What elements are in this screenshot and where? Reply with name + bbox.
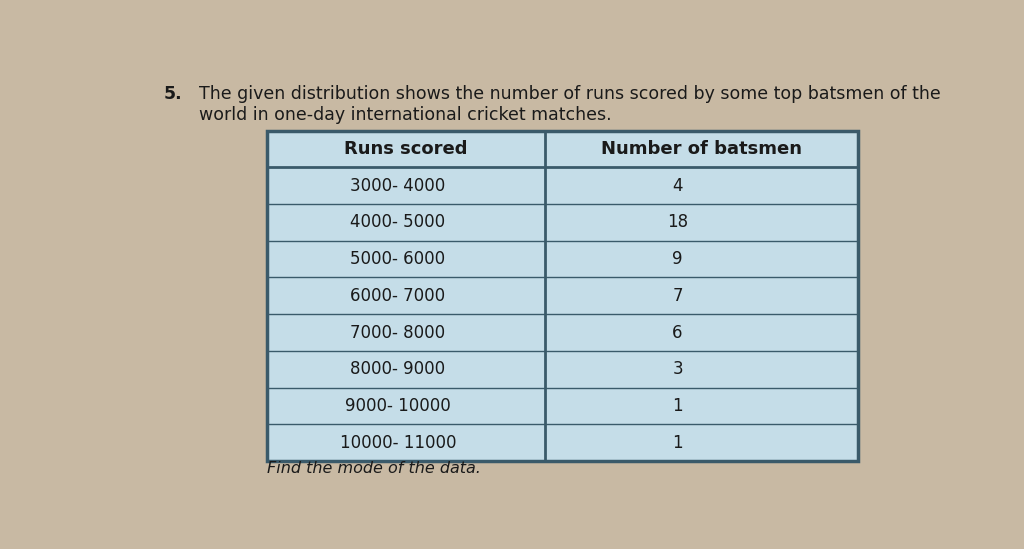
Text: 18: 18	[667, 214, 688, 231]
Text: Number of batsmen: Number of batsmen	[601, 141, 802, 158]
Text: 5.: 5.	[164, 85, 182, 103]
Text: world in one-day international cricket matches.: world in one-day international cricket m…	[200, 106, 612, 124]
Text: 10000- 11000: 10000- 11000	[340, 434, 456, 452]
Text: 7: 7	[673, 287, 683, 305]
Text: 3000- 4000: 3000- 4000	[350, 177, 445, 194]
Text: 1: 1	[672, 397, 683, 415]
Bar	[267, 131, 858, 461]
Text: 8000- 9000: 8000- 9000	[350, 360, 445, 378]
Text: 3: 3	[672, 360, 683, 378]
Text: 7000- 8000: 7000- 8000	[350, 323, 445, 341]
Text: The given distribution shows the number of runs scored by some top batsmen of th: The given distribution shows the number …	[200, 85, 941, 103]
Text: 9000- 10000: 9000- 10000	[345, 397, 451, 415]
Text: 4000- 5000: 4000- 5000	[350, 214, 445, 231]
Text: 4: 4	[673, 177, 683, 194]
Text: Find the mode of the data.: Find the mode of the data.	[267, 461, 480, 476]
Text: 6000- 7000: 6000- 7000	[350, 287, 445, 305]
Text: 1: 1	[672, 434, 683, 452]
Text: 5000- 6000: 5000- 6000	[350, 250, 445, 268]
Text: Runs scored: Runs scored	[344, 141, 468, 158]
Text: 9: 9	[673, 250, 683, 268]
Text: 6: 6	[673, 323, 683, 341]
